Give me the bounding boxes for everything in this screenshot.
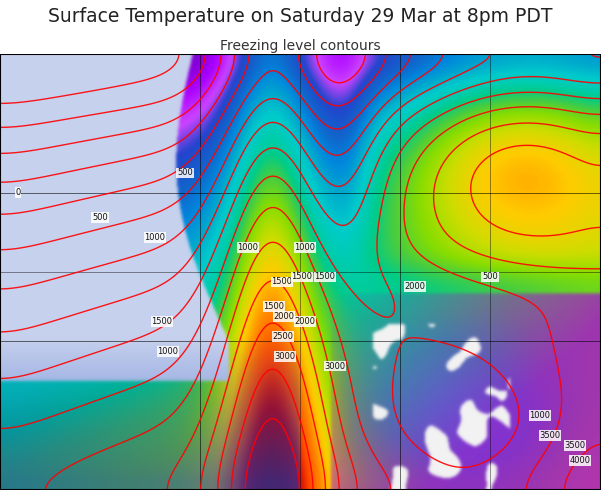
Text: 3500: 3500 xyxy=(540,431,561,440)
Text: 500: 500 xyxy=(482,272,498,281)
Text: 1500: 1500 xyxy=(263,302,284,311)
Text: 1000: 1000 xyxy=(157,347,178,356)
Text: 500: 500 xyxy=(177,169,193,177)
Text: 1000: 1000 xyxy=(529,411,551,420)
Text: 1500: 1500 xyxy=(291,272,313,281)
Text: 2000: 2000 xyxy=(273,312,294,321)
Text: 2000: 2000 xyxy=(404,282,426,292)
Text: 500: 500 xyxy=(92,213,108,222)
Text: 1000: 1000 xyxy=(294,243,316,252)
Text: 1500: 1500 xyxy=(272,277,293,286)
Text: 1500: 1500 xyxy=(151,317,172,326)
Text: 1000: 1000 xyxy=(144,233,165,242)
Text: 2500: 2500 xyxy=(272,332,293,341)
Text: 4000: 4000 xyxy=(570,456,591,465)
Text: Surface Temperature on Saturday 29 Mar at 8pm PDT: Surface Temperature on Saturday 29 Mar a… xyxy=(48,7,553,26)
Text: 2000: 2000 xyxy=(294,317,316,326)
Text: Freezing level contours: Freezing level contours xyxy=(220,39,381,53)
Text: 3500: 3500 xyxy=(564,441,585,450)
Text: 1500: 1500 xyxy=(314,272,335,281)
Text: 1000: 1000 xyxy=(237,243,258,252)
Text: 3000: 3000 xyxy=(275,352,296,361)
Text: 0: 0 xyxy=(16,188,20,197)
Text: 3000: 3000 xyxy=(325,362,346,370)
